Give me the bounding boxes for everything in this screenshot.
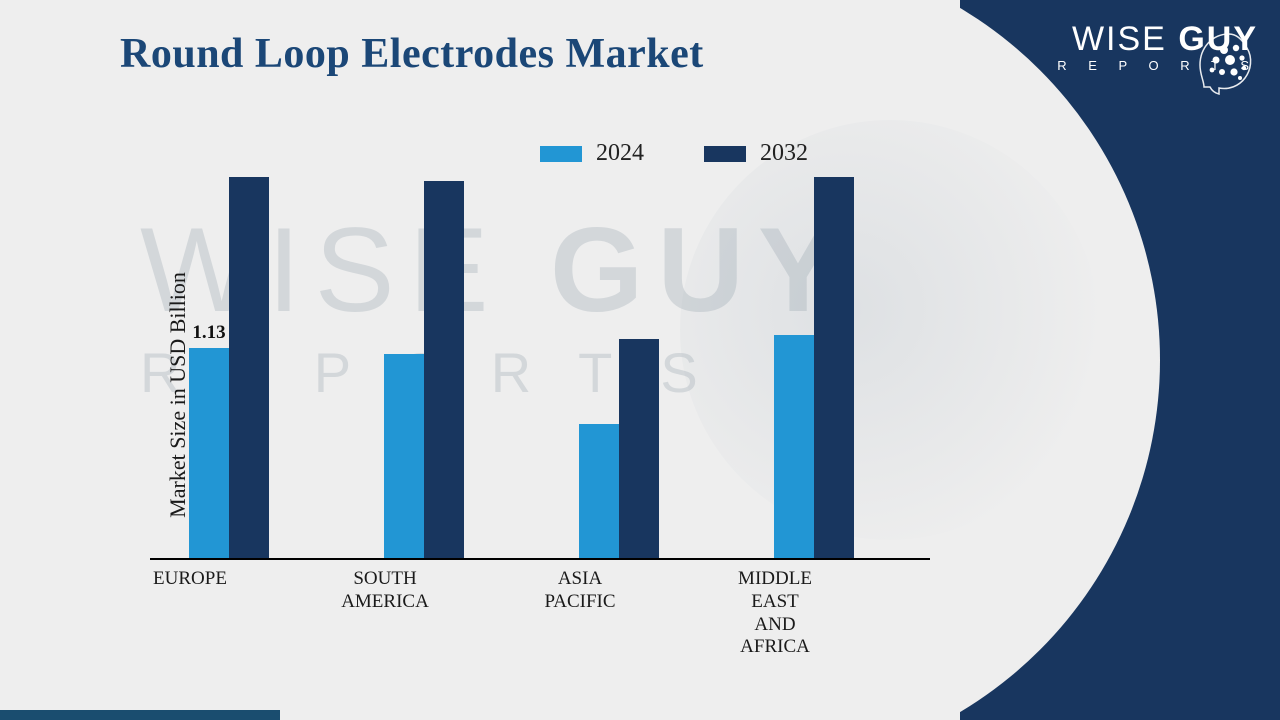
bar-2024 (579, 424, 619, 558)
x-category-label: EUROPE (115, 568, 265, 591)
legend-item-2024: 2024 (540, 140, 644, 167)
bar-2032 (229, 177, 269, 558)
bar-2032 (424, 181, 464, 558)
legend-swatch-2024 (540, 146, 582, 162)
head-dots-icon (1194, 30, 1264, 100)
stage: WISE GUY REPORTS WISE GUY R E P O R T S … (0, 0, 1280, 720)
bar-2024 (189, 348, 229, 558)
accent-bottom-bar (0, 710, 280, 720)
bar-2032 (814, 177, 854, 558)
x-category-label: ASIAPACIFIC (505, 568, 655, 614)
legend-item-2032: 2032 (704, 140, 808, 167)
legend: 2024 2032 (540, 140, 808, 167)
bar-2024 (384, 354, 424, 558)
brand-logo: WISE GUY R E P O R T S (1057, 22, 1258, 73)
bar-2032 (619, 339, 659, 558)
logo-word-wise: WISE (1072, 20, 1167, 58)
legend-label-2032: 2032 (760, 140, 808, 167)
chart-title: Round Loop Electrodes Market (120, 30, 704, 78)
legend-label-2024: 2024 (596, 140, 644, 167)
plot-region: 1.13 (150, 170, 930, 560)
x-category-label: SOUTHAMERICA (310, 568, 460, 614)
chart-area: Market Size in USD Billion 1.13 EUROPESO… (110, 170, 930, 620)
bar-value-label: 1.13 (192, 322, 225, 344)
bar-2024 (774, 335, 814, 558)
legend-swatch-2032 (704, 146, 746, 162)
x-category-label: MIDDLEEASTANDAFRICA (700, 568, 850, 659)
